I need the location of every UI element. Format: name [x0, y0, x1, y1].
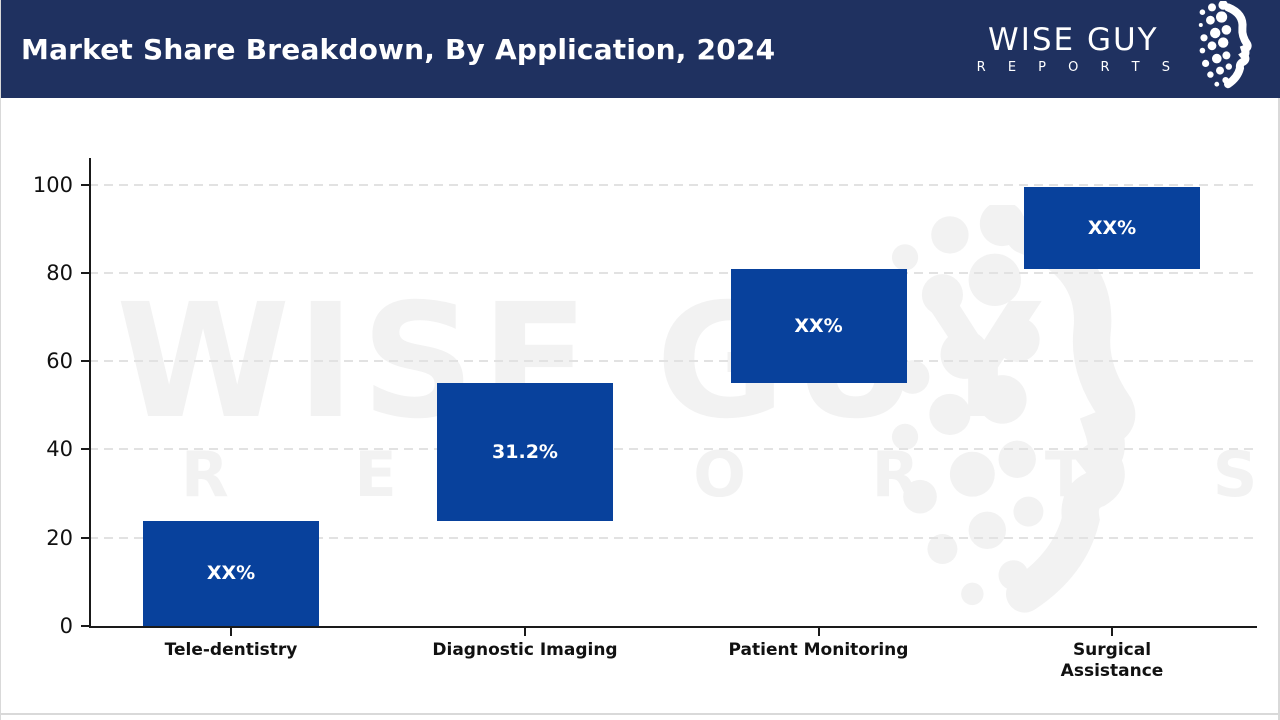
xtick-mark [1111, 628, 1113, 636]
watermark-head-icon [831, 201, 1181, 639]
category-label: Tele-dentistry [164, 640, 298, 660]
wiseguy-head-icon [1185, 0, 1263, 97]
ytick-mark [81, 625, 89, 627]
bottom-divider [1, 713, 1280, 715]
x-axis-line [89, 626, 1257, 628]
bar-segment: XX% [143, 520, 319, 626]
category-label: Surgical Assistance [1060, 640, 1164, 682]
gridline-40 [89, 448, 1257, 451]
bar-segment: XX% [1024, 187, 1200, 269]
gridline-80 [89, 271, 1257, 274]
ytick-label: 40 [46, 437, 73, 462]
page-title: Market Share Breakdown, By Application, … [21, 32, 776, 66]
bar-segment: XX% [730, 268, 907, 384]
xtick-mark [817, 628, 820, 636]
ytick-mark [81, 271, 89, 274]
ytick-label: 60 [46, 349, 73, 374]
bar-value-label: XX% [1087, 216, 1137, 239]
ytick-label: 20 [46, 525, 73, 550]
ytick-label: 0 [59, 614, 73, 638]
logo-wordmark: WISE GUY [988, 21, 1159, 58]
bar-value-label: XX% [794, 314, 843, 337]
y-axis-line [89, 158, 91, 628]
ytick-mark [81, 360, 89, 363]
xtick-mark [524, 628, 526, 636]
bar-value-label: XX% [206, 562, 256, 585]
category-label: Patient Monitoring [728, 640, 909, 660]
ytick-mark [81, 536, 89, 539]
ytick-mark [81, 183, 89, 186]
ytick-mark [81, 448, 89, 451]
wiseguy-logo: WISE GUY R E P O R T S [968, 0, 1263, 98]
bar-value-label: 31.2% [492, 441, 558, 464]
ytick-label: 100 [32, 172, 73, 197]
ytick-label: 80 [46, 260, 73, 285]
category-label: Diagnostic Imaging [432, 640, 618, 660]
xtick-mark [230, 628, 232, 636]
gridline-100 [89, 183, 1257, 186]
bar-segment: 31.2% [437, 383, 613, 521]
gridline-60 [89, 360, 1257, 363]
logo-subtitle: R E P O R T S [976, 59, 1179, 75]
gridline-20 [89, 536, 1257, 539]
header-bar: Market Share Breakdown, By Application, … [1, 0, 1280, 98]
